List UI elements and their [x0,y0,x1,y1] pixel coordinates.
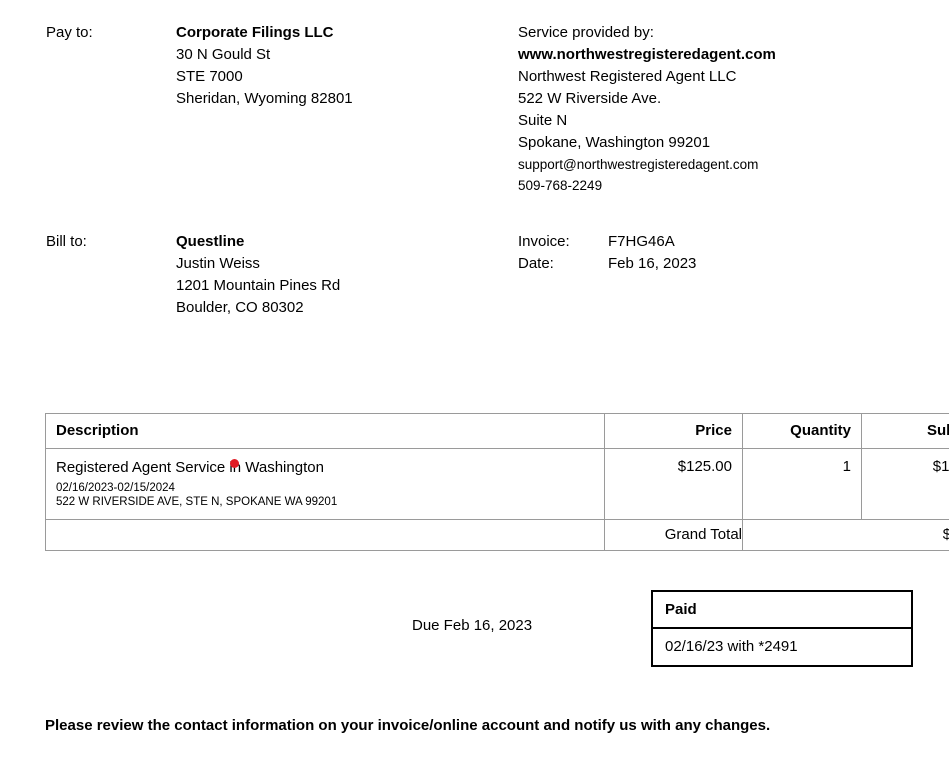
item-quantity-cell: 1 [742,448,862,520]
item-price-cell: $125.00 [604,448,743,520]
invoice-number-value: F7HG46A [608,233,675,250]
footer-notice-text: Please review the contact information on… [45,717,771,734]
invoice-number-label: Invoice: [518,233,570,250]
item-subtotal-cell: $125.00 [861,448,949,520]
invoice-date-label: Date: [518,255,554,272]
items-table-body: Registered Agent Service in Washington 0… [45,448,949,551]
service-provider-address-line-3: Spokane, Washington 99201 [518,134,711,151]
due-date-text: Due Feb 16, 2023 [412,617,533,634]
bill-to-contact-name: Justin Weiss [176,255,260,272]
items-table-header-row: Description Price Quantity Subtotal [45,413,949,449]
pay-to-address-line-3: Sheridan, Wyoming 82801 [176,90,353,107]
cursor-position-marker [230,459,239,468]
grand-total-spacer-cell [45,519,605,551]
paid-status-box: Paid 02/16/23 with *2491 [651,590,913,667]
invoice-date-row: Date: Feb 16, 2023 [518,253,696,275]
items-table-head: Description Price Quantity Subtotal [45,413,949,449]
bill-to-address-block: Questline Justin Weiss 1201 Mountain Pin… [176,231,340,319]
bill-to-label: Bill to: [46,231,87,253]
item-service-address: 522 W RIVERSIDE AVE, STE N, SPOKANE WA 9… [56,496,338,508]
service-provider-block: Service provided by: www.northwestregist… [518,22,776,196]
grand-total-value: $125.00 [742,519,949,551]
grand-total-label: Grand Total [604,519,743,551]
grand-total-row: Grand Total $125.00 [45,519,949,551]
paid-status-header: Paid [653,592,911,629]
column-header-price: Price [604,413,743,449]
invoice-meta-block: Invoice: F7HG46A Date: Feb 16, 2023 [518,231,696,275]
pay-to-address-line-2: STE 7000 [176,68,243,85]
service-provider-website: www.northwestregisteredagent.com [518,46,776,63]
invoice-date-value: Feb 16, 2023 [608,255,697,272]
service-provider-email: support@northwestregisteredagent.com [518,157,759,172]
pay-to-label: Pay to: [46,22,93,44]
invoice-number-row: Invoice: F7HG46A [518,231,696,253]
invoice-items-table: Description Price Quantity Subtotal Regi… [45,413,949,551]
service-provider-address-line-1: 522 W Riverside Ave. [518,90,662,107]
service-provider-phone: 509-768-2249 [518,178,603,193]
pay-to-label-text: Pay to: [46,24,93,41]
pay-to-company-name: Corporate Filings LLC [176,24,334,41]
item-description-cell: Registered Agent Service in Washington 0… [45,448,605,520]
table-row: Registered Agent Service in Washington 0… [45,448,949,520]
column-header-subtotal: Subtotal [861,413,949,449]
service-provider-label: Service provided by: [518,24,654,41]
bill-to-label-text: Bill to: [46,233,87,250]
paid-status-detail: 02/16/23 with *2491 [665,638,798,655]
bill-to-company-name: Questline [176,233,245,250]
bill-to-address-line-1: 1201 Mountain Pines Rd [176,277,341,294]
column-header-description: Description [45,413,605,449]
item-service-period: 02/16/2023-02/15/2024 [56,482,175,494]
service-provider-address-line-2: Suite N [518,112,568,129]
service-provider-company: Northwest Registered Agent LLC [518,68,737,85]
pay-to-address-line-1: 30 N Gould St [176,46,271,63]
item-description-title: Registered Agent Service in Washington [56,459,324,476]
column-header-quantity: Quantity [742,413,862,449]
bill-to-address-line-2: Boulder, CO 80302 [176,299,304,316]
pay-to-address-block: Corporate Filings LLC 30 N Gould St STE … [176,22,353,110]
